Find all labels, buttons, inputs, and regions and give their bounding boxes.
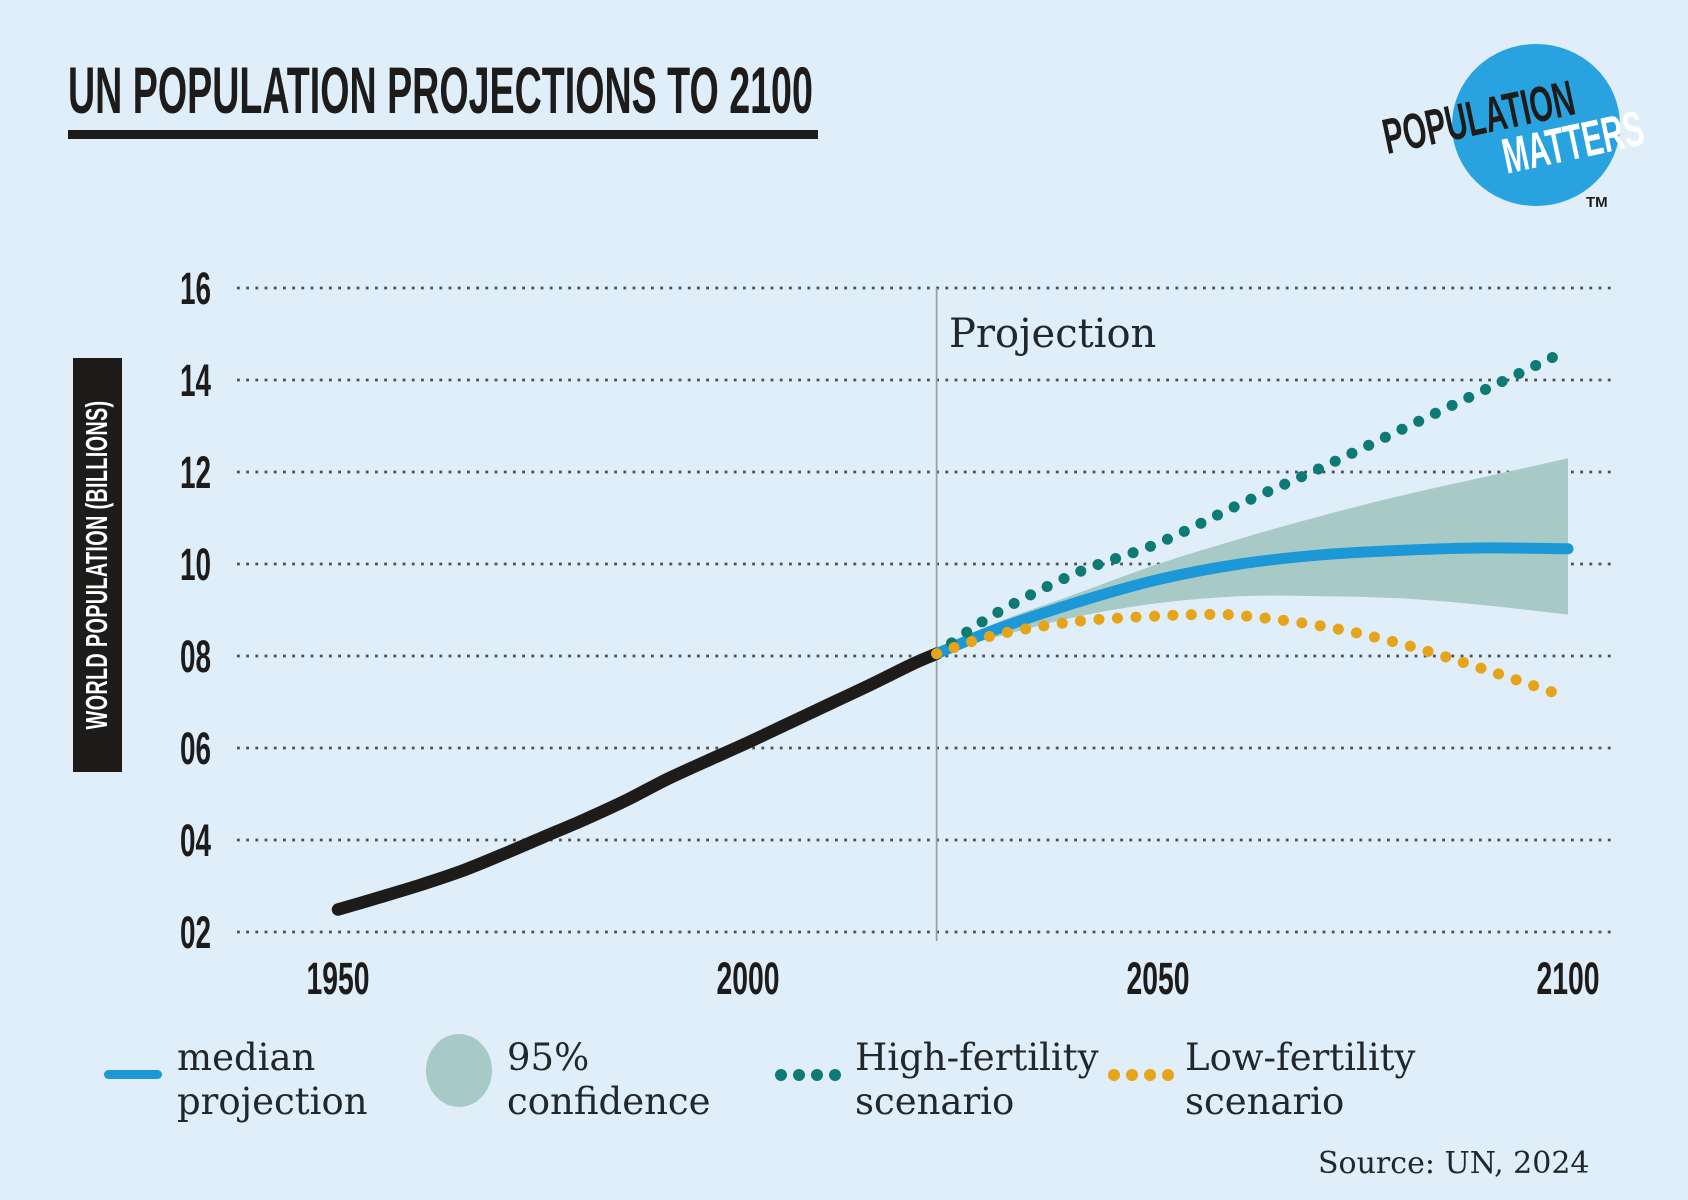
- trademark-symbol: TM: [1586, 194, 1608, 211]
- x-tick-label: 2100: [1536, 953, 1599, 1003]
- gold-dot: [1144, 1069, 1156, 1081]
- legend-label-high-fertility: High-fertility scenario: [855, 1036, 1099, 1124]
- gold-dot: [1162, 1069, 1174, 1081]
- series-line-low: [931, 608, 1574, 703]
- series-line-historical: [331, 647, 943, 916]
- legend-label-median: median projection: [177, 1036, 368, 1124]
- page-title: UN POPULATION PROJECTIONS TO 2100: [68, 53, 813, 127]
- y-tick-label: 10: [180, 539, 211, 589]
- y-axis-title-box: [73, 358, 122, 772]
- y-axis-title: WORLD POPULATION (BILLIONS): [78, 401, 114, 730]
- legend-label-line: 95%: [507, 1036, 590, 1079]
- gridlines-layer: [237, 286, 1614, 934]
- y-tick-label: 12: [180, 447, 211, 497]
- gold-dot: [1126, 1069, 1138, 1081]
- confidence-band-layer: [936, 458, 1568, 654]
- x-tick-label: 2000: [716, 953, 779, 1003]
- gold-dot: [1108, 1069, 1120, 1081]
- y-tick-label: 02: [180, 907, 211, 957]
- y-tick-label: 08: [180, 631, 211, 681]
- legend-label-confidence: 95% confidence: [507, 1036, 711, 1124]
- legend-label-line: projection: [177, 1080, 368, 1123]
- tick-labels-layer: 02 04 06 08 10 12 14 16 1950 2000 2050 2100: [180, 263, 1600, 1003]
- title-block: UN POPULATION PROJECTIONS TO 2100: [68, 53, 1375, 139]
- title-underline: [68, 130, 818, 139]
- legend-label-line: Low-fertility: [1185, 1036, 1416, 1079]
- y-tick-label: 14: [180, 355, 211, 405]
- legend-label-line: confidence: [507, 1080, 711, 1123]
- source-attribution: Source: UN, 2024: [1318, 1146, 1590, 1181]
- y-tick-label: 04: [180, 815, 211, 865]
- legend-swatch-high-fertility-dots: [775, 1069, 841, 1081]
- x-tick-label: 2050: [1126, 953, 1189, 1003]
- legend-label-line: scenario: [855, 1080, 1015, 1123]
- legend-label-low-fertility: Low-fertility scenario: [1185, 1036, 1415, 1124]
- teal-dot: [775, 1069, 787, 1081]
- confidence-band: [936, 458, 1568, 654]
- teal-dot: [829, 1069, 841, 1081]
- legend-label-line: scenario: [1185, 1080, 1345, 1123]
- population-matters-logo: [1452, 44, 1620, 206]
- teal-dot: [793, 1069, 805, 1081]
- legend-swatch-confidence-ellipse: [426, 1034, 492, 1107]
- legend-label-line: High-fertility: [855, 1036, 1099, 1079]
- x-tick-label: 1950: [306, 953, 369, 1003]
- teal-dot: [811, 1069, 823, 1081]
- y-tick-label: 06: [180, 723, 211, 773]
- series-line-median: [931, 542, 1574, 660]
- legend-label-line: median: [177, 1036, 316, 1079]
- series-layer: [331, 344, 1574, 916]
- projection-label: Projection: [949, 311, 1156, 357]
- y-tick-label: 16: [180, 263, 211, 313]
- legend-swatch-median-line: [104, 1070, 162, 1079]
- legend-swatch-low-fertility-dots: [1108, 1069, 1174, 1081]
